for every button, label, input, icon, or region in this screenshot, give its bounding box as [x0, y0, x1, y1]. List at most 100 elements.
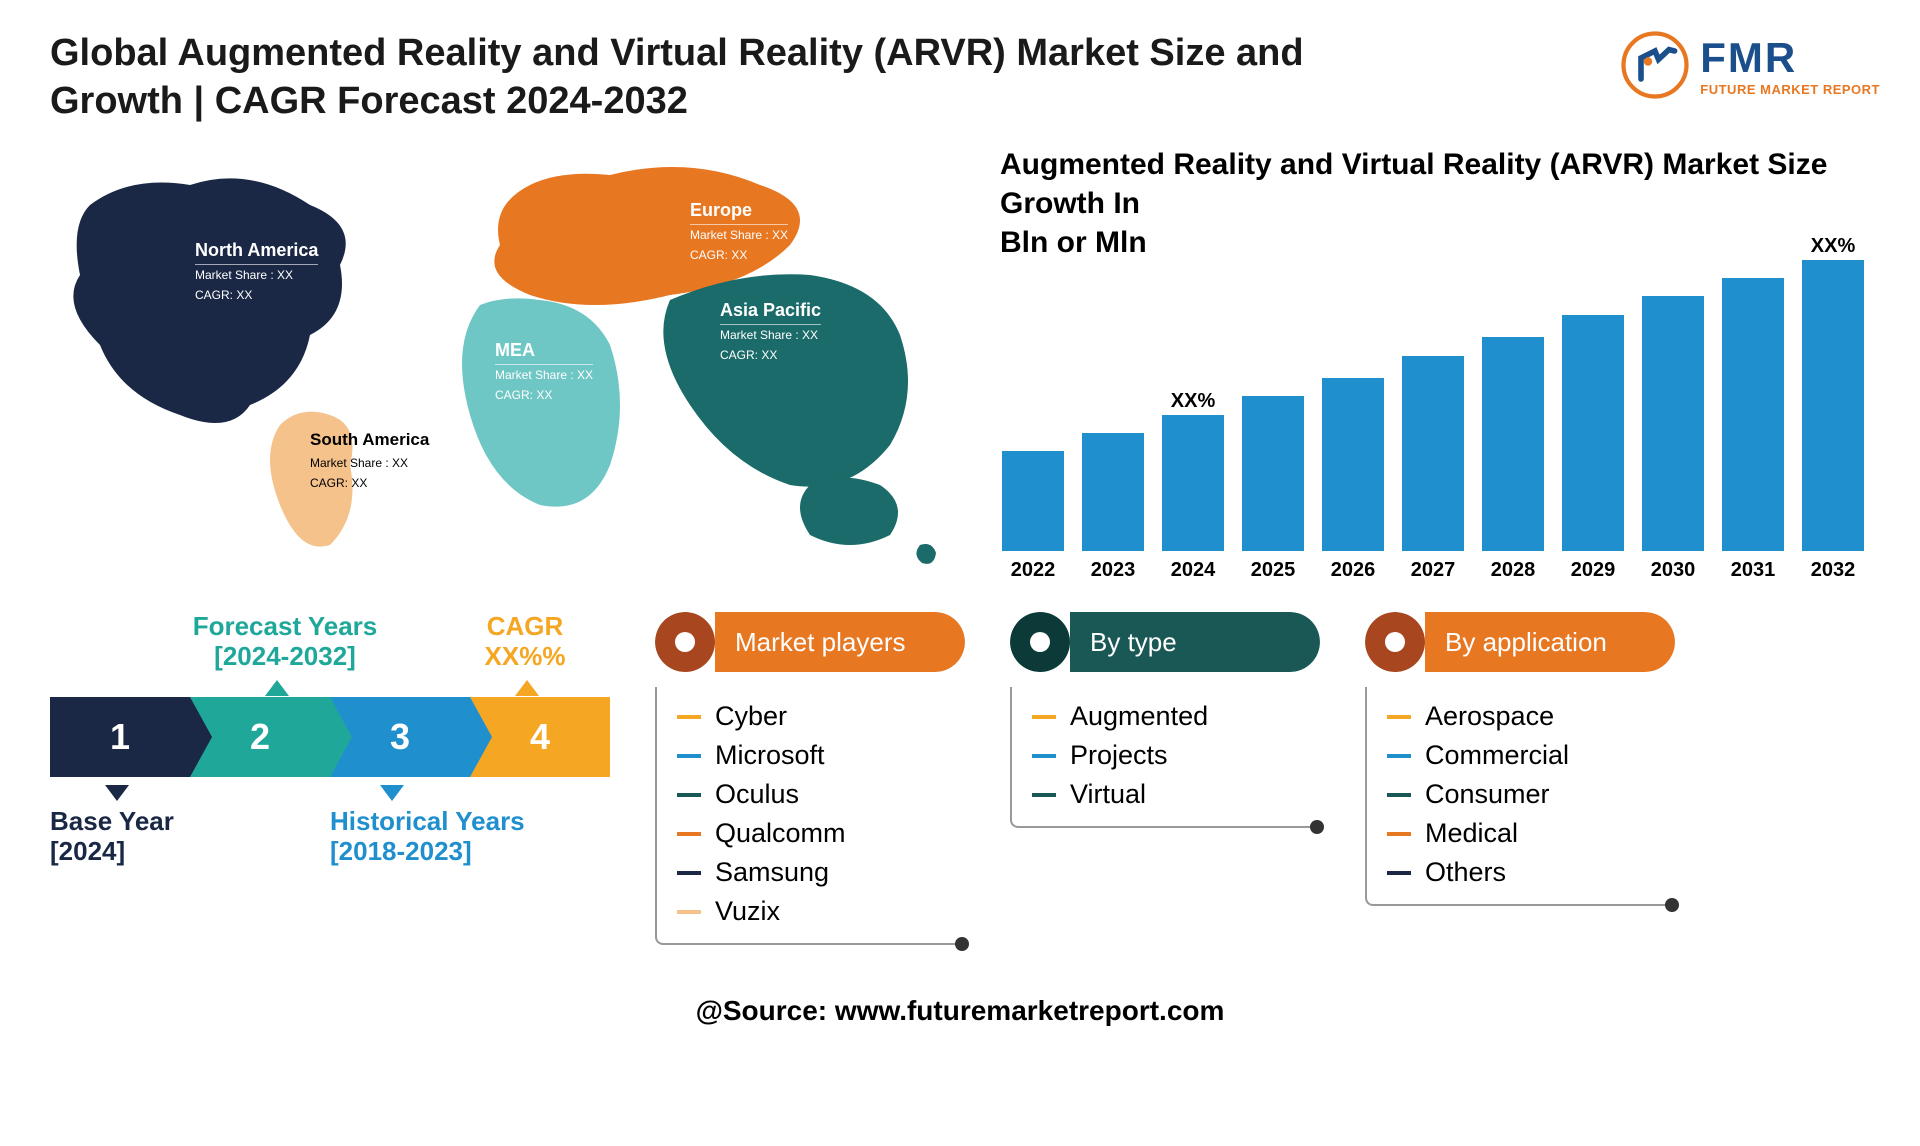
pill-icon	[1010, 612, 1070, 672]
tick-icon	[1387, 715, 1411, 719]
bar-x-label: 2027	[1411, 559, 1456, 582]
tick-icon	[677, 910, 701, 914]
bar-x-label: 2029	[1571, 559, 1616, 582]
bar	[1402, 356, 1464, 551]
bar-2031: 2031	[1720, 278, 1786, 582]
page-title: Global Augmented Reality and Virtual Rea…	[50, 30, 1330, 125]
pill-icon	[655, 612, 715, 672]
tick-icon	[677, 832, 701, 836]
bar-x-label: 2032	[1811, 559, 1856, 582]
column-1: By type Augmented Projects Virtual	[1010, 612, 1320, 945]
list-frame: Cyber Microsoft Oculus Qualcomm Samsung …	[655, 687, 965, 945]
source-text: @Source: www.futuremarketreport.com	[0, 995, 1920, 1027]
list-item-text: Qualcomm	[715, 818, 846, 849]
bar	[1242, 396, 1304, 551]
list-frame: Augmented Projects Virtual	[1010, 687, 1320, 828]
column-2: By application Aerospace Commercial Cons…	[1365, 612, 1675, 945]
bar-2030: 2030	[1640, 296, 1706, 582]
bar	[1562, 315, 1624, 551]
header: Global Augmented Reality and Virtual Rea…	[0, 0, 1920, 135]
list-frame: Aerospace Commercial Consumer Medical Ot…	[1365, 687, 1675, 906]
bar-value-label: XX%	[1811, 235, 1855, 258]
bar	[1002, 451, 1064, 551]
bar-x-label: 2026	[1331, 559, 1376, 582]
bar	[1642, 296, 1704, 551]
cagr-label: CAGR XX%%	[470, 612, 580, 672]
region-mea: MEA Market Share : XX CAGR: XX	[495, 340, 593, 402]
list-item-text: Projects	[1070, 740, 1168, 771]
list-item: Others	[1387, 853, 1655, 892]
bar-2024: XX% 2024	[1160, 390, 1226, 582]
pill-title: Market players	[715, 612, 965, 672]
list-item: Vuzix	[677, 892, 945, 931]
historical-label: Historical Years [2018-2023]	[330, 807, 560, 867]
bar-x-label: 2031	[1731, 559, 1776, 582]
base-year-label: Base Year [2024]	[50, 807, 210, 867]
bar-2023: 2023	[1080, 433, 1146, 582]
list-item-text: Others	[1425, 857, 1506, 888]
bar-x-label: 2023	[1091, 559, 1136, 582]
bar-2025: 2025	[1240, 396, 1306, 582]
chart-title: Augmented Reality and Virtual Reality (A…	[1000, 145, 1900, 262]
timeline-steps: 1 2 3 4	[50, 697, 610, 777]
bar	[1082, 433, 1144, 551]
bar-x-label: 2028	[1491, 559, 1536, 582]
pill-title: By application	[1425, 612, 1675, 672]
list-item: Qualcomm	[677, 814, 945, 853]
list-item-text: Vuzix	[715, 896, 780, 927]
list-item: Consumer	[1387, 775, 1655, 814]
bar-x-label: 2030	[1651, 559, 1696, 582]
list-item: Aerospace	[1387, 697, 1655, 736]
tick-icon	[1387, 871, 1411, 875]
tick-icon	[1032, 793, 1056, 797]
world-map: North America Market Share : XX CAGR: XX…	[50, 145, 950, 565]
logo-sub-text: FUTURE MARKET REPORT	[1700, 82, 1880, 97]
bar-2029: 2029	[1560, 315, 1626, 582]
pill-header: By type	[1010, 612, 1320, 672]
logo: FMR FUTURE MARKET REPORT	[1620, 30, 1880, 100]
list-item-text: Oculus	[715, 779, 799, 810]
list-item-text: Samsung	[715, 857, 829, 888]
bar	[1722, 278, 1784, 551]
logo-icon	[1620, 30, 1690, 100]
list-item: Microsoft	[677, 736, 945, 775]
bar-x-label: 2024	[1171, 559, 1216, 582]
timeline: Forecast Years [2024-2032] CAGR XX%% 1 2…	[50, 612, 610, 885]
bar	[1482, 337, 1544, 551]
region-ap: Asia Pacific Market Share : XX CAGR: XX	[720, 300, 821, 362]
list-item-text: Microsoft	[715, 740, 825, 771]
list-item: Cyber	[677, 697, 945, 736]
list-item: Medical	[1387, 814, 1655, 853]
pill-header: Market players	[655, 612, 965, 672]
forecast-label: Forecast Years [2024-2032]	[180, 612, 390, 672]
bar	[1802, 260, 1864, 551]
bar-x-label: 2022	[1011, 559, 1056, 582]
tick-icon	[677, 715, 701, 719]
region-sa: South America Market Share : XX CAGR: XX	[310, 430, 429, 490]
list-item-text: Cyber	[715, 701, 787, 732]
pill-icon	[1365, 612, 1425, 672]
list-item-text: Commercial	[1425, 740, 1569, 771]
list-item: Oculus	[677, 775, 945, 814]
bar	[1162, 415, 1224, 551]
tick-icon	[1387, 754, 1411, 758]
bar-2026: 2026	[1320, 378, 1386, 582]
bar-2032: XX% 2032	[1800, 235, 1866, 582]
list-item: Samsung	[677, 853, 945, 892]
logo-main-text: FMR	[1700, 34, 1880, 82]
tick-icon	[677, 871, 701, 875]
list-item: Projects	[1032, 736, 1300, 775]
list-item-text: Consumer	[1425, 779, 1550, 810]
bar-2022: 2022	[1000, 451, 1066, 582]
column-0: Market players Cyber Microsoft Oculus Qu…	[655, 612, 965, 945]
list-item: Commercial	[1387, 736, 1655, 775]
tick-icon	[1032, 754, 1056, 758]
pill-header: By application	[1365, 612, 1675, 672]
pill-title: By type	[1070, 612, 1320, 672]
tick-icon	[1032, 715, 1056, 719]
bar-value-label: XX%	[1171, 390, 1215, 413]
bar-chart: Augmented Reality and Virtual Reality (A…	[980, 145, 1900, 582]
list-item-text: Medical	[1425, 818, 1518, 849]
region-na: North America Market Share : XX CAGR: XX	[195, 240, 318, 302]
bar	[1322, 378, 1384, 551]
